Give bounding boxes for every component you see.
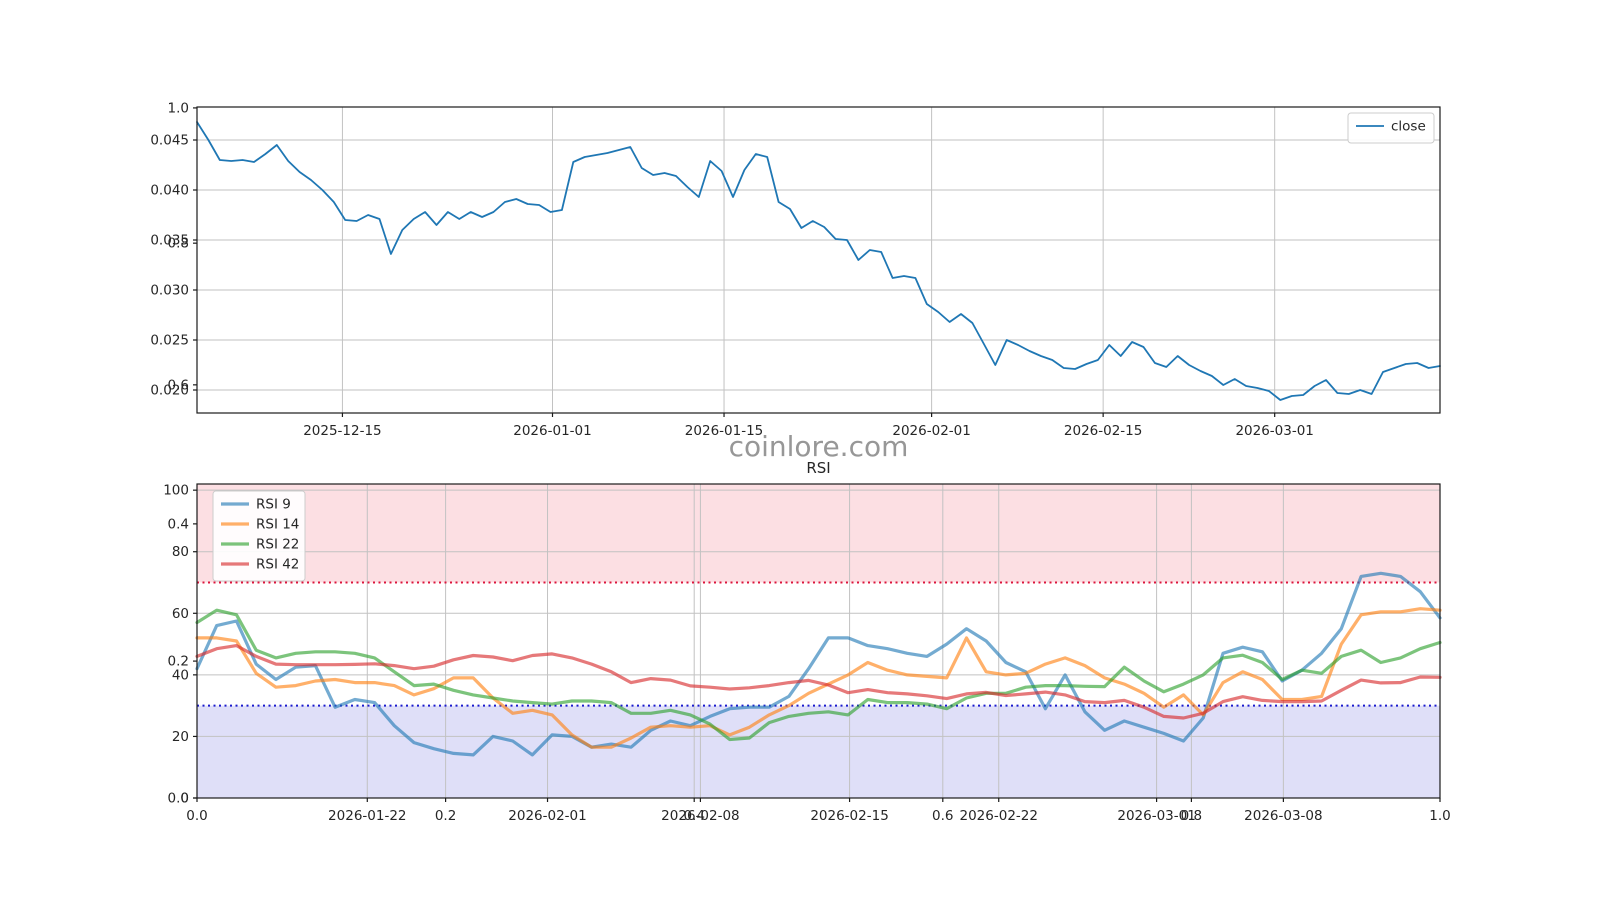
y-tick-label: 0.040 [150, 183, 189, 199]
y-tick-label: 100 [163, 483, 189, 499]
x-tick-label: 2026-03-01 [1117, 808, 1195, 824]
y2-tick-label: 0.0 [168, 791, 189, 807]
x-tick-label: 2026-01-01 [513, 423, 591, 439]
plot-border [196, 106, 1441, 414]
x-tick-label: 2026-02-22 [960, 808, 1038, 824]
x-tick-label: 1.0 [1429, 808, 1450, 824]
x-tick-label: 0.4 [683, 808, 704, 824]
legend: close [1347, 112, 1435, 144]
overbought-band [197, 484, 1440, 583]
series-rsi-22 [195, 608, 1442, 742]
x-tick-label: 2026-01-15 [685, 423, 763, 439]
x-tick-label: 0.2 [435, 808, 456, 824]
x-tick-label: 2026-02-01 [508, 808, 586, 824]
series-rsi-14 [195, 607, 1442, 749]
oversold-band [197, 705, 1440, 798]
y-tick-label: 0.020 [150, 383, 189, 399]
x-tick-label: 2026-03-08 [1244, 808, 1322, 824]
y-tick-label: 0.035 [150, 233, 189, 249]
x-tick-label: 0.8 [1181, 808, 1202, 824]
legend-label: RSI 22 [256, 537, 299, 553]
y-tick-label: 20 [172, 729, 189, 745]
x-tick-label: 2026-02-15 [810, 808, 888, 824]
legend-label: RSI 14 [256, 517, 299, 533]
x-tick-label: 0.6 [932, 808, 953, 824]
y-tick-label: 60 [172, 606, 189, 622]
y-tick-label: 40 [172, 667, 189, 683]
y-tick-label: 0.025 [150, 333, 189, 349]
y-tick-label: 0.045 [150, 133, 189, 149]
series-close [196, 121, 1441, 401]
legend-box [212, 490, 306, 582]
legend-label: close [1391, 119, 1426, 135]
x-tick-label: 2026-02-01 [892, 423, 970, 439]
x-tick-label: 2026-02-15 [1064, 423, 1142, 439]
price-panel: 2025-12-15 2026-01-01 2026-01-15 2026-02-01… [150, 100, 1441, 439]
series-rsi-9 [195, 571, 1442, 757]
legend: RSI 9 RSI 14 RSI 22 RSI 42 [212, 490, 306, 582]
y-tick-label: 0 [180, 791, 189, 807]
x-tick-label: 2026-01-22 [328, 808, 406, 824]
plot-border [196, 483, 1441, 799]
x-tick-label: 2026-03-01 [1235, 423, 1313, 439]
y-tick-label: 0.030 [150, 283, 189, 299]
y2-tick-label: 0.6 [168, 377, 189, 393]
legend-box [1347, 112, 1435, 144]
x-tick-label: 2025-12-15 [303, 423, 381, 439]
legend-label: RSI 42 [256, 557, 299, 573]
watermark: coinlore.com [729, 430, 909, 463]
y2-tick-label: 0.2 [168, 654, 189, 670]
x-tick-label: 0.0 [186, 808, 207, 824]
legend-label: RSI 9 [256, 497, 291, 513]
x-tick-label: 2026-02-08 [661, 808, 739, 824]
y2-tick-label: 0.8 [168, 236, 189, 252]
y2-tick-label: 0.4 [168, 516, 189, 532]
series-rsi-42 [195, 643, 1442, 720]
y-tick-label: 80 [172, 544, 189, 560]
rsi-title: RSI [806, 459, 830, 477]
y2-tick-label: 1.0 [168, 100, 189, 116]
